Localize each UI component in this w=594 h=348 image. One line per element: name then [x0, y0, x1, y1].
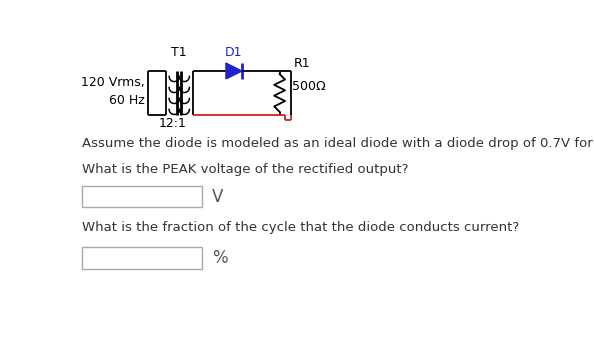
Polygon shape — [226, 63, 242, 79]
Text: What is the fraction of the cycle that the diode conducts current?: What is the fraction of the cycle that t… — [82, 221, 519, 234]
Text: 12:1: 12:1 — [159, 117, 187, 130]
Text: D1: D1 — [225, 46, 243, 59]
Bar — [82, 247, 202, 269]
Text: V: V — [212, 188, 223, 206]
Text: Assume the diode is modeled as an ideal diode with a diode drop of 0.7V for all : Assume the diode is modeled as an ideal … — [82, 137, 594, 150]
Text: 120 Vrms,
60 Hz: 120 Vrms, 60 Hz — [81, 76, 145, 107]
Bar — [82, 186, 202, 207]
Text: 500Ω: 500Ω — [292, 80, 326, 93]
Text: What is the PEAK voltage of the rectified output?: What is the PEAK voltage of the rectifie… — [82, 164, 409, 176]
Text: R1: R1 — [293, 57, 310, 70]
Text: T1: T1 — [172, 46, 187, 59]
Text: %: % — [212, 249, 228, 267]
